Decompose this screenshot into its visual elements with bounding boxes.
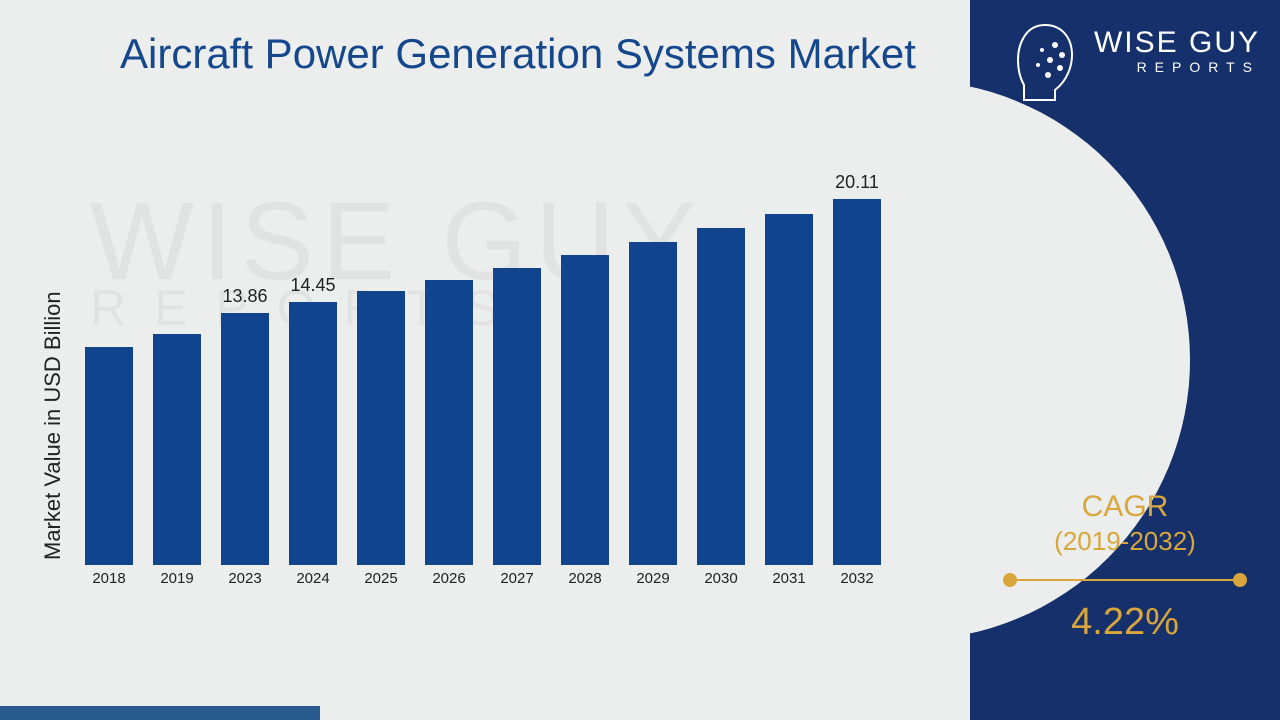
bar <box>629 242 677 565</box>
x-tick-label: 2027 <box>485 570 549 587</box>
cagr-label: CAGR <box>995 490 1255 524</box>
x-tick-label: 2028 <box>553 570 617 587</box>
x-tick-label: 2031 <box>757 570 821 587</box>
brand-logo: WISE GUY REPORTS <box>1094 28 1260 74</box>
bar-value-label: 13.86 <box>213 286 277 307</box>
bar <box>221 313 269 565</box>
x-tick-label: 2023 <box>213 570 277 587</box>
head-icon <box>1010 20 1080 105</box>
cagr-period: (2019-2032) <box>995 526 1255 557</box>
bar <box>289 302 337 565</box>
bar <box>493 268 541 565</box>
bar-value-label: 20.11 <box>825 172 889 193</box>
bar-chart: 13.8614.45 20.11 <box>85 165 895 565</box>
cagr-block: CAGR (2019-2032) 4.22% <box>995 490 1255 644</box>
logo-bottom-text: REPORTS <box>1094 60 1260 74</box>
bar <box>765 214 813 565</box>
x-tick-label: 2029 <box>621 570 685 587</box>
x-tick-label: 2025 <box>349 570 413 587</box>
bar <box>425 280 473 565</box>
bar <box>357 291 405 565</box>
chart-title: Aircraft Power Generation Systems Market <box>120 30 916 78</box>
bar <box>85 347 133 565</box>
main-area: WISE GUY REPORTS Aircraft Power Generati… <box>0 0 970 720</box>
bar <box>697 228 745 565</box>
logo-top-text: WISE GUY <box>1094 28 1260 58</box>
bar <box>561 255 609 565</box>
bar <box>153 334 201 565</box>
x-tick-label: 2018 <box>77 570 141 587</box>
cagr-value: 4.22% <box>995 601 1255 644</box>
x-tick-label: 2019 <box>145 570 209 587</box>
x-tick-label: 2024 <box>281 570 345 587</box>
bar-value-label: 14.45 <box>281 275 345 296</box>
bottom-accent-bar <box>0 706 320 720</box>
y-axis-label: Market Value in USD Billion <box>40 291 66 560</box>
cagr-divider <box>1010 579 1240 581</box>
x-tick-label: 2026 <box>417 570 481 587</box>
x-tick-label: 2032 <box>825 570 889 587</box>
x-tick-label: 2030 <box>689 570 753 587</box>
bar <box>833 199 881 565</box>
